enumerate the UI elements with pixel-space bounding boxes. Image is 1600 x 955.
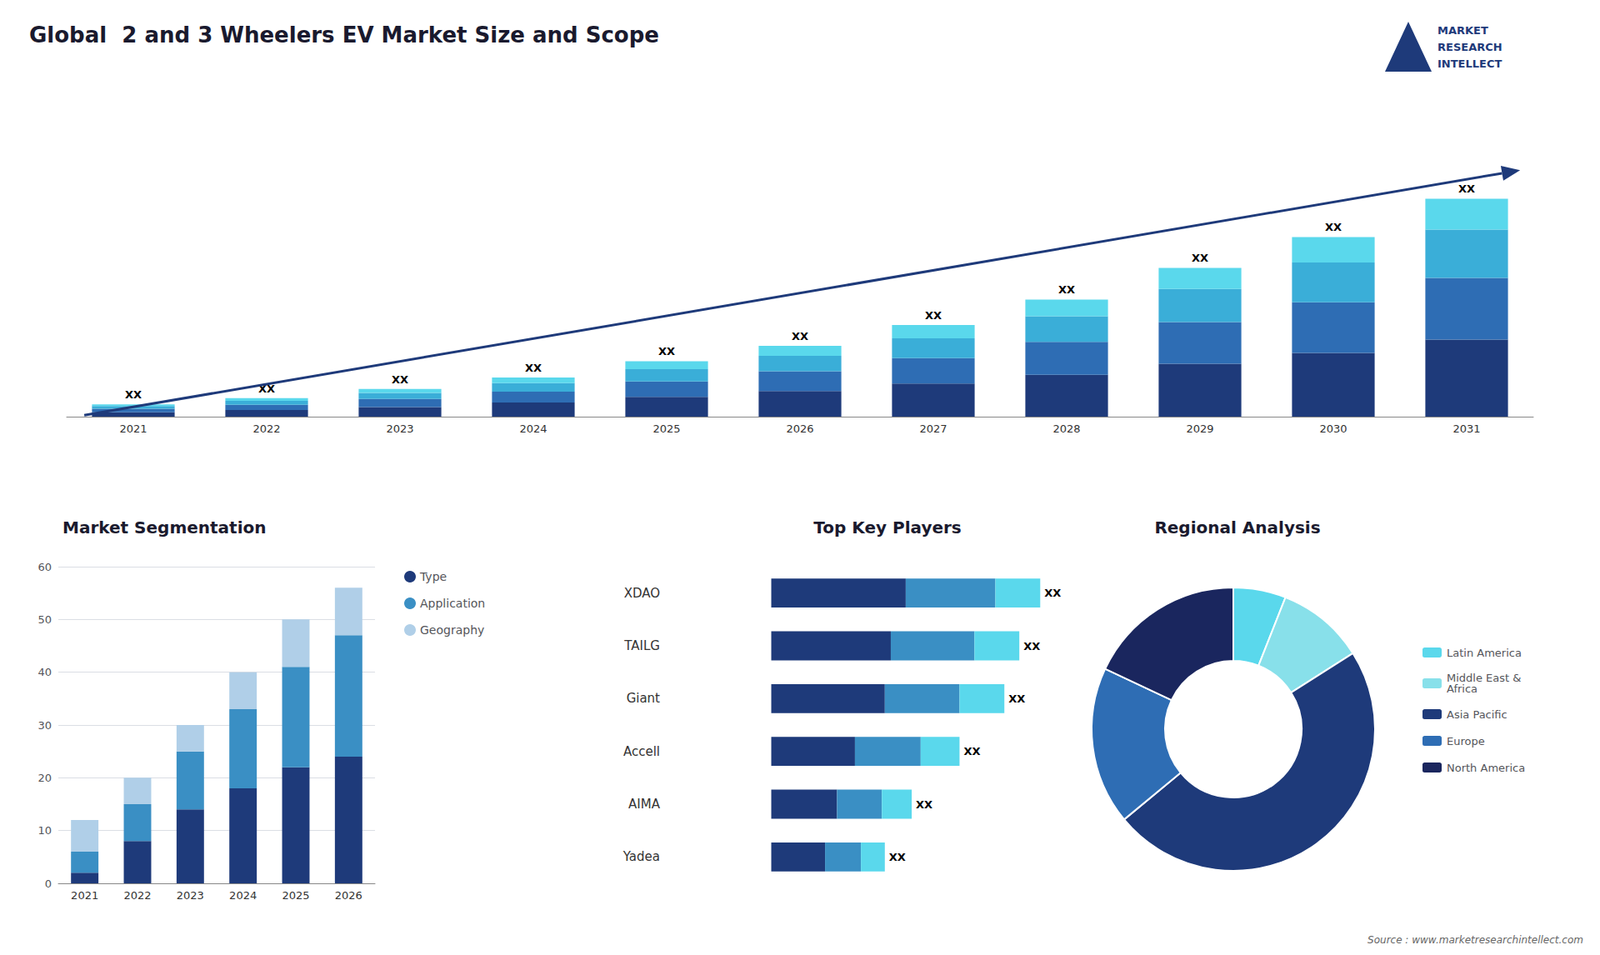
svg-text:XX: XX xyxy=(658,345,675,358)
svg-text:XX: XX xyxy=(258,382,275,395)
svg-text:2028: 2028 xyxy=(1052,422,1080,435)
svg-text:XX: XX xyxy=(391,373,409,386)
svg-text:XX: XX xyxy=(1458,182,1475,195)
svg-text:2024: 2024 xyxy=(519,422,547,435)
svg-text:2021: 2021 xyxy=(70,889,99,902)
svg-text:60: 60 xyxy=(37,560,52,574)
svg-text:Latin America: Latin America xyxy=(1446,646,1522,660)
svg-text:2031: 2031 xyxy=(1452,422,1480,435)
svg-text:XX: XX xyxy=(791,330,809,343)
svg-text:2025: 2025 xyxy=(281,889,310,902)
svg-text:2026: 2026 xyxy=(335,889,363,902)
svg-text:XX: XX xyxy=(1191,251,1209,265)
svg-text:2029: 2029 xyxy=(1185,422,1214,435)
svg-text:Top Key Players: Top Key Players xyxy=(813,517,961,538)
svg-text:XX: XX xyxy=(1325,220,1342,234)
svg-text:Africa: Africa xyxy=(1446,682,1478,695)
svg-text:XX: XX xyxy=(1023,640,1040,653)
svg-text:Regional Analysis: Regional Analysis xyxy=(1154,517,1320,538)
svg-text:RESEARCH: RESEARCH xyxy=(1437,40,1503,54)
svg-text:2023: 2023 xyxy=(385,422,414,435)
svg-text:Middle East &: Middle East & xyxy=(1446,671,1522,685)
svg-text:Source : www.marketresearchint: Source : www.marketresearchintellect.com xyxy=(1367,934,1584,946)
svg-text:XX: XX xyxy=(125,388,142,401)
svg-text:Global 2 and 3 Wheelers EV Ma: Global 2 and 3 Wheelers EV Market Size a… xyxy=(29,22,660,48)
svg-text:50: 50 xyxy=(37,613,52,626)
svg-text:INTELLECT: INTELLECT xyxy=(1437,57,1502,70)
svg-text:Geography: Geography xyxy=(420,623,485,637)
svg-text:XX: XX xyxy=(1008,692,1025,705)
svg-text:20: 20 xyxy=(37,771,52,785)
svg-text:10: 10 xyxy=(37,824,52,837)
svg-text:XX: XX xyxy=(915,798,933,811)
svg-text:XX: XX xyxy=(525,361,542,375)
svg-text:Europe: Europe xyxy=(1446,735,1485,748)
svg-text:2022: 2022 xyxy=(123,889,151,902)
svg-text:2026: 2026 xyxy=(785,422,814,435)
svg-text:Asia Pacific: Asia Pacific xyxy=(1446,708,1508,721)
svg-text:XX: XX xyxy=(1044,586,1061,600)
svg-text:40: 40 xyxy=(37,665,52,679)
svg-text:XX: XX xyxy=(1058,283,1075,296)
svg-text:30: 30 xyxy=(37,719,52,732)
svg-text:TAILG: TAILG xyxy=(623,638,660,654)
svg-text:XX: XX xyxy=(963,745,980,758)
svg-text:2027: 2027 xyxy=(919,422,947,435)
svg-text:2030: 2030 xyxy=(1319,422,1347,435)
svg-text:Accell: Accell xyxy=(623,744,660,760)
svg-text:2021: 2021 xyxy=(119,422,147,435)
svg-text:North America: North America xyxy=(1446,761,1525,775)
svg-text:XX: XX xyxy=(889,850,906,864)
svg-text:XX: XX xyxy=(925,309,942,322)
svg-text:0: 0 xyxy=(45,877,52,890)
svg-text:2022: 2022 xyxy=(252,422,280,435)
svg-text:MARKET: MARKET xyxy=(1437,24,1489,37)
svg-text:Market Segmentation: Market Segmentation xyxy=(62,517,267,538)
svg-text:Yadea: Yadea xyxy=(622,849,660,865)
svg-text:2025: 2025 xyxy=(652,422,680,435)
svg-text:XDAO: XDAO xyxy=(624,585,660,601)
svg-text:2023: 2023 xyxy=(176,889,205,902)
svg-text:Giant: Giant xyxy=(626,690,660,706)
svg-text:2024: 2024 xyxy=(229,889,257,902)
svg-text:Type: Type xyxy=(419,570,447,584)
svg-text:AIMA: AIMA xyxy=(628,796,661,812)
svg-text:Application: Application xyxy=(420,596,485,610)
